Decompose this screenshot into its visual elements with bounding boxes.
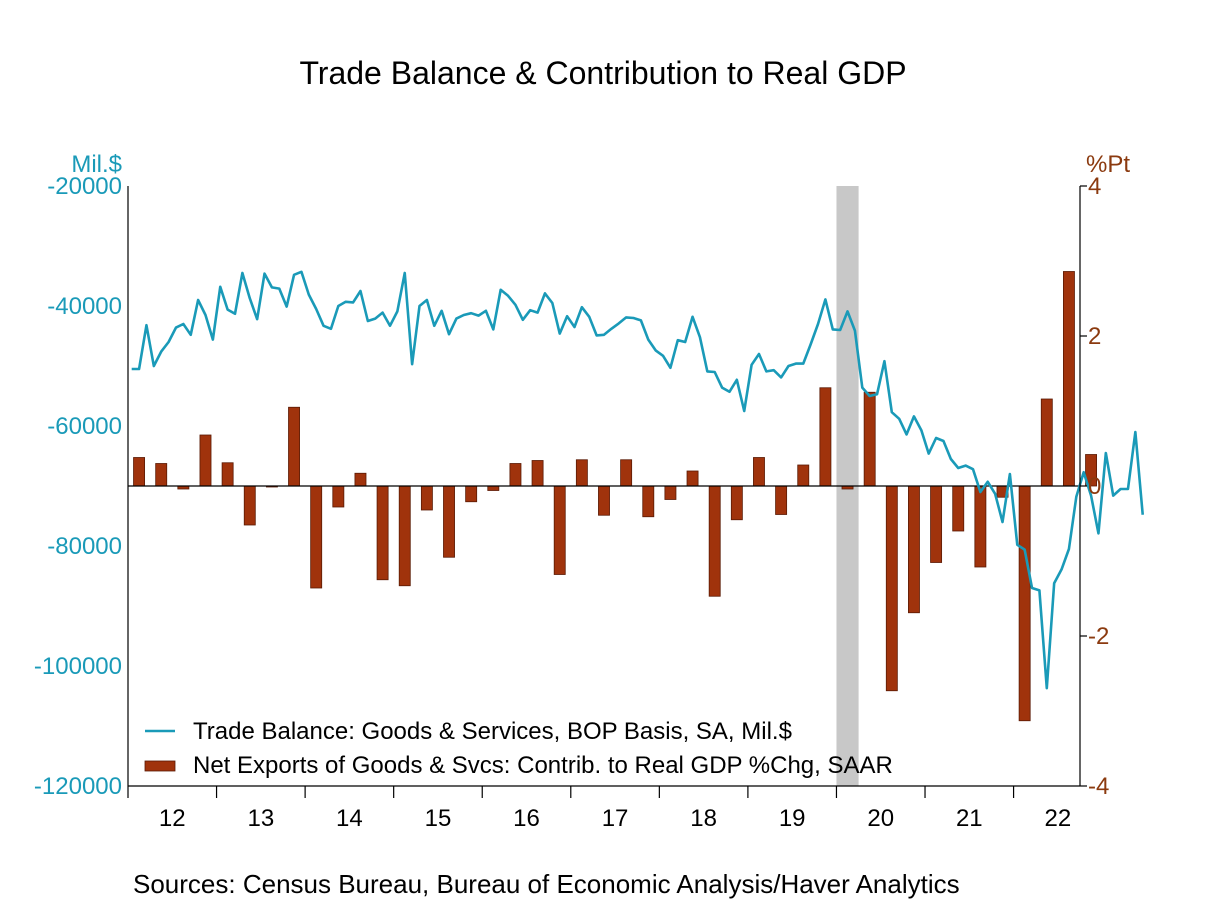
left-axis-ticks: -20000 -40000 -60000 -80000 -100000 -120000 <box>34 173 122 800</box>
x-tick-label: 13 <box>247 805 274 832</box>
bar-q35 <box>885 485 898 692</box>
bar-series-net-exports <box>133 271 1098 722</box>
bar-q19 <box>531 460 544 487</box>
bar-q8 <box>288 406 300 487</box>
bar-q37 <box>930 485 943 563</box>
x-axis-ticks: 12 13 14 15 16 17 18 19 20 21 22 <box>127 786 1072 832</box>
bar-q10 <box>332 485 345 508</box>
bar-q43 <box>1062 271 1075 487</box>
x-tick-label: 14 <box>336 805 363 832</box>
bar-q11 <box>354 472 367 487</box>
bar-q14 <box>420 485 433 511</box>
x-tick-label: 21 <box>956 805 983 832</box>
x-tick-label: 19 <box>779 805 806 832</box>
bar-q24 <box>642 485 655 518</box>
bar-q36 <box>908 485 920 614</box>
chart-title: Trade Balance & Contribution to Real GDP <box>299 55 906 91</box>
bar-q4 <box>199 434 212 487</box>
left-tick-label: -60000 <box>47 413 122 440</box>
bar-q5 <box>221 462 234 487</box>
bar-q34 <box>863 391 876 487</box>
bar-q29 <box>753 457 765 487</box>
right-tick-label: 0 <box>1088 473 1101 500</box>
left-tick-label: -40000 <box>47 293 122 320</box>
bar-q30 <box>775 485 788 515</box>
right-tick-label: -4 <box>1088 773 1109 800</box>
line-series-trade-balance <box>131 270 1145 690</box>
chart-source: Sources: Census Bureau, Bureau of Econom… <box>133 869 960 899</box>
left-tick-label: -20000 <box>47 173 122 200</box>
x-tick-label: 20 <box>867 805 894 832</box>
x-tick-label: 12 <box>159 805 186 832</box>
bar-q22 <box>598 485 610 516</box>
bar-q17 <box>487 485 500 491</box>
bar-q25 <box>664 485 677 500</box>
bar-q38 <box>952 485 965 532</box>
left-tick-label: -80000 <box>47 533 122 560</box>
legend: Trade Balance: Goods & Services, BOP Bas… <box>144 718 893 779</box>
x-tick-label: 18 <box>690 805 717 832</box>
bar-q6 <box>243 485 256 526</box>
x-tick-label: 17 <box>602 805 629 832</box>
right-axis-ticks: 4 2 0 -2 -4 <box>1080 173 1109 800</box>
bar-q9 <box>310 485 323 589</box>
bar-q26 <box>686 470 699 487</box>
legend-bar-label: Net Exports of Goods & Svcs: Contrib. to… <box>193 752 893 779</box>
right-tick-label: -2 <box>1088 623 1109 650</box>
bar-q13 <box>398 485 411 587</box>
legend-line-label: Trade Balance: Goods & Services, BOP Bas… <box>193 718 792 745</box>
bar-q21 <box>575 459 588 487</box>
bar-q12 <box>376 485 389 581</box>
bar-q44 <box>1085 454 1098 487</box>
left-tick-label: -100000 <box>34 653 122 680</box>
left-axis-unit: Mil.$ <box>71 151 122 178</box>
bar-q42 <box>1040 398 1053 487</box>
bar-q39 <box>974 485 987 568</box>
left-tick-label: -120000 <box>34 773 122 800</box>
bar-q31 <box>797 464 810 487</box>
x-tick-label: 22 <box>1045 805 1072 832</box>
bar-q15 <box>443 485 455 558</box>
x-tick-label: 15 <box>425 805 452 832</box>
right-tick-label: 2 <box>1088 323 1101 350</box>
right-axis-unit: %Pt <box>1086 151 1130 178</box>
right-tick-label: 4 <box>1088 173 1101 200</box>
legend-bar-swatch <box>144 760 176 772</box>
bar-q32 <box>819 387 832 487</box>
bar-q27 <box>708 485 721 597</box>
bar-q20 <box>553 485 566 575</box>
bar-q28 <box>730 485 743 521</box>
x-tick-label: 16 <box>513 805 540 832</box>
bar-q41 <box>1018 485 1031 722</box>
bar-q2 <box>155 463 168 487</box>
bar-q23 <box>620 459 633 487</box>
bar-q16 <box>465 485 478 503</box>
bar-q18 <box>509 463 522 487</box>
bar-q1 <box>133 457 146 487</box>
